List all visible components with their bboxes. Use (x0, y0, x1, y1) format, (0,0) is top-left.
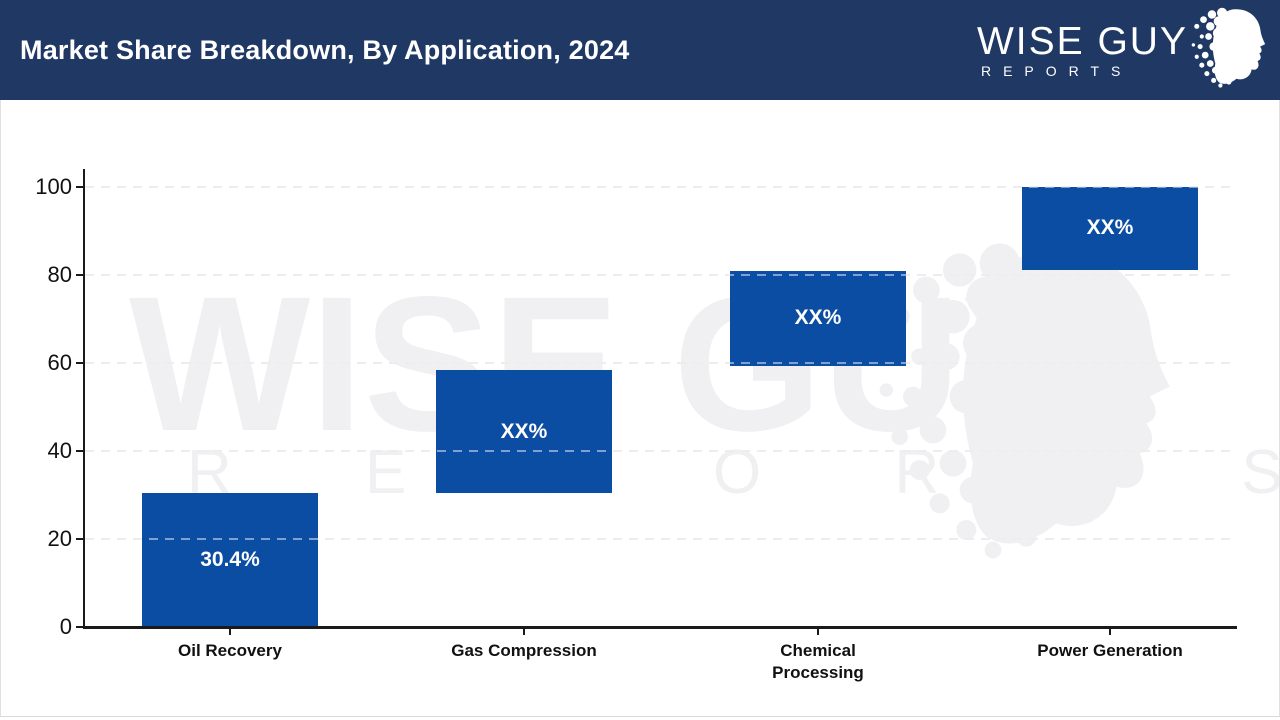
header: Market Share Breakdown, By Application, … (0, 0, 1280, 100)
x-tick-label: Oil Recovery (178, 641, 282, 660)
y-tick-mark (76, 362, 85, 364)
gridline (85, 362, 1237, 364)
gridline-overlay (85, 538, 1237, 540)
logo-wordmark: WISE GUY REPORTS (977, 22, 1188, 79)
y-tick-label: 20 (47, 526, 72, 551)
x-tick-label: Gas Compression (451, 641, 597, 660)
bar-value-label: 30.4% (200, 548, 260, 572)
bar-value-label: XX% (1086, 216, 1134, 240)
x-tick-label: Power Generation (1037, 641, 1183, 660)
y-tick-mark (76, 538, 85, 540)
wiseguy-logo: WISE GUY REPORTS (977, 7, 1266, 93)
gridline-overlay (85, 450, 1237, 452)
x-tick-mark (817, 627, 819, 635)
gridline (85, 186, 1237, 188)
x-tick-mark (523, 627, 525, 635)
y-tick-label: 40 (47, 438, 72, 463)
x-axis-line (83, 626, 1237, 629)
x-tick-mark (229, 627, 231, 635)
bar-value-label: XX% (500, 419, 548, 443)
bar-value-label: XX% (794, 306, 842, 330)
x-tick-label: Chemical Processing (772, 641, 864, 682)
gridline-overlay (85, 186, 1237, 188)
y-tick-label: 0 (59, 614, 72, 639)
y-axis-line (83, 169, 85, 629)
y-tick-label: 60 (47, 350, 72, 375)
bar (1022, 187, 1198, 270)
page-title: Market Share Breakdown, By Application, … (20, 34, 630, 65)
gridline (85, 538, 1237, 540)
y-tick-mark (76, 274, 85, 276)
bar (142, 493, 318, 627)
watermark-head-icon (873, 220, 1173, 600)
bar (730, 271, 906, 366)
gridline-overlay (85, 362, 1237, 364)
gridline (85, 274, 1237, 276)
logo-head-icon (1190, 7, 1266, 93)
y-tick-mark (76, 450, 85, 452)
gridline-overlay (85, 274, 1237, 276)
bar (436, 370, 612, 494)
logo-subtitle: REPORTS (980, 62, 1133, 79)
logo-title: WISE GUY (976, 19, 1188, 63)
gridline (85, 450, 1237, 452)
y-tick-mark (76, 626, 85, 628)
y-tick-mark (76, 186, 85, 188)
y-tick-label: 100 (35, 174, 72, 199)
x-tick-mark (1109, 627, 1111, 635)
y-tick-label: 80 (47, 262, 72, 287)
